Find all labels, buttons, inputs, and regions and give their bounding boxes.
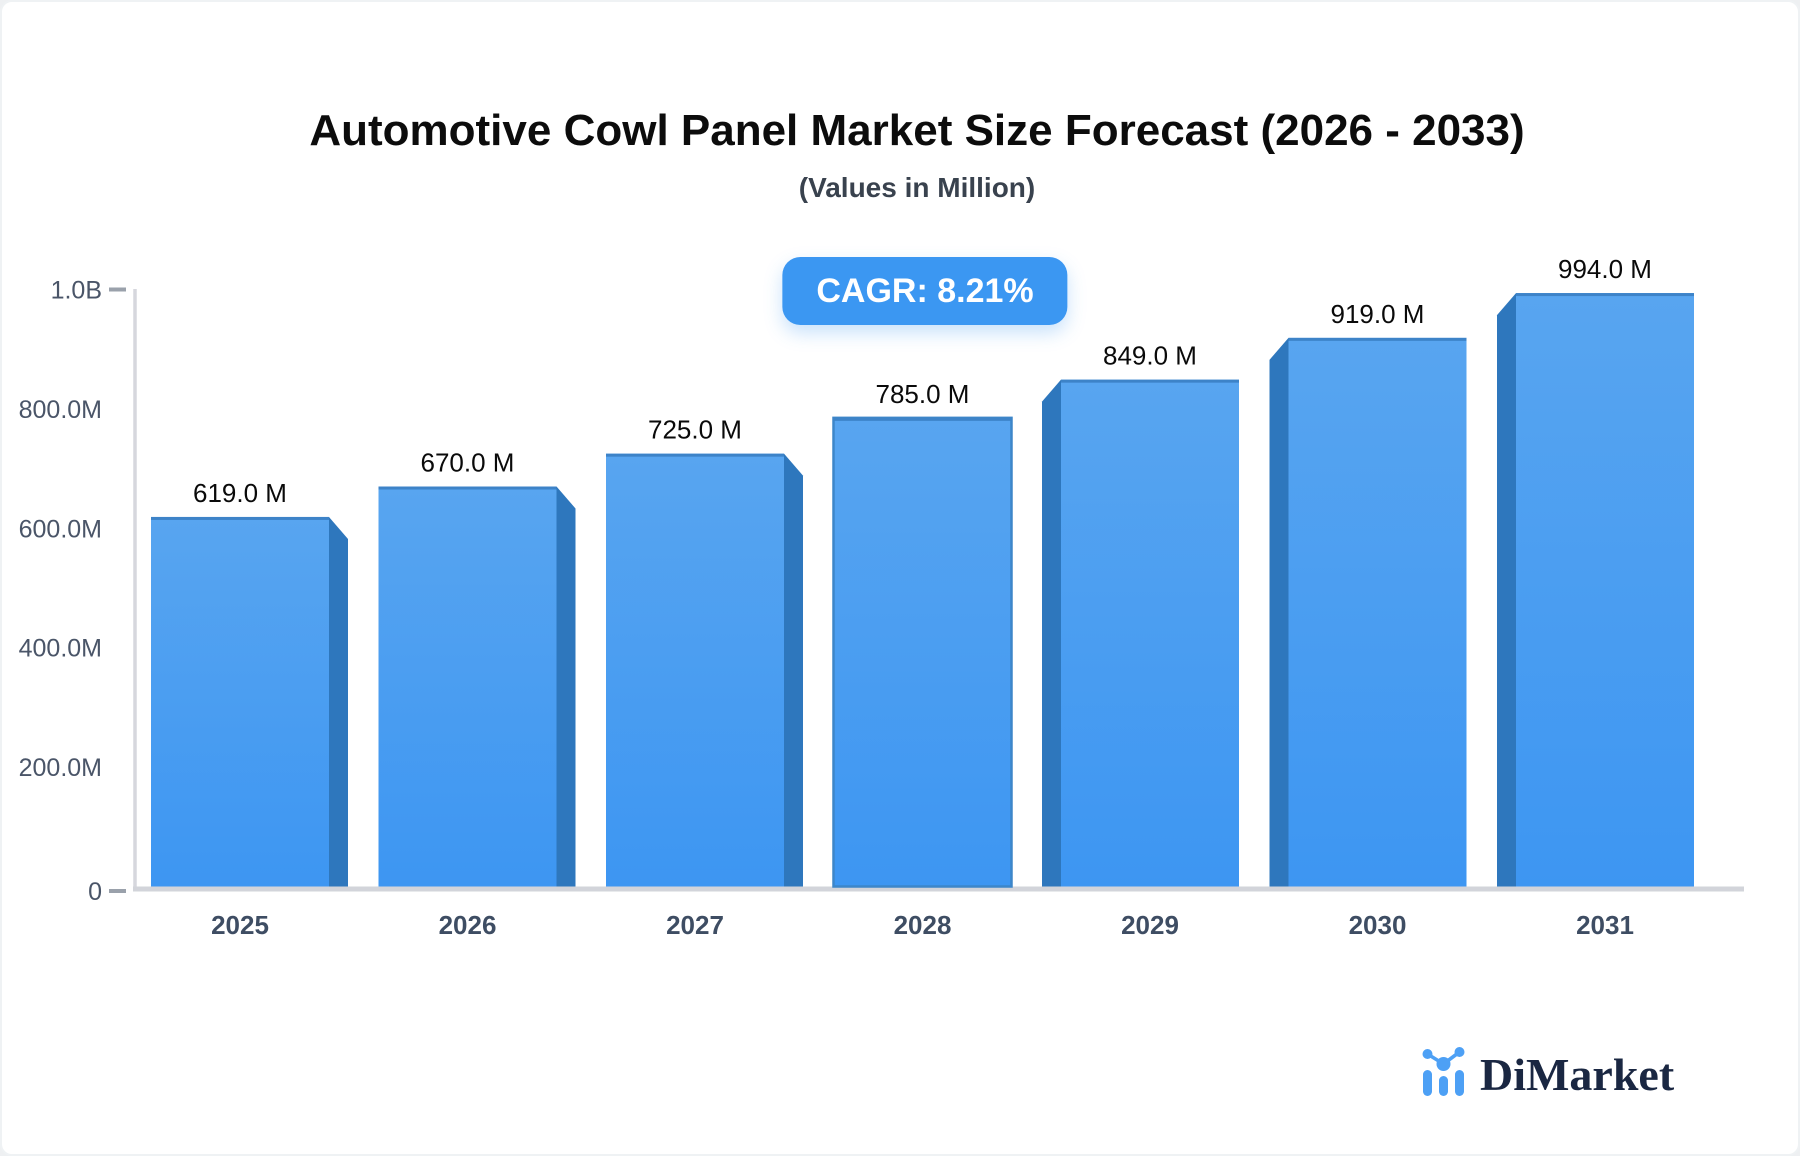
y-tick-label: 0	[88, 878, 102, 906]
cagr-badge: CAGR: 8.21%	[782, 257, 1068, 325]
page-subtitle: (Values in Million)	[798, 172, 1036, 203]
bar-value-label: 619.0 M	[193, 478, 287, 508]
x-tick-label: 2031	[1576, 910, 1634, 940]
bar-group-2029: 849.0 M 2029	[1042, 341, 1239, 940]
bar-group-2028: 785.0 M 2028	[832, 379, 1013, 940]
bar-face	[1516, 293, 1694, 887]
bar-value-label: 670.0 M	[421, 448, 515, 478]
y-tick-label: 600.0M	[19, 515, 102, 543]
bar-top-edge	[378, 486, 557, 490]
bar-group-2027: 725.0 M 2027	[606, 415, 803, 940]
dimarket-logo: DiMarket	[1422, 1038, 1675, 1100]
bar-side-face	[1497, 293, 1516, 887]
bar-group-2031: 994.0 M 2031	[1497, 254, 1694, 940]
bar-value-label: 849.0 M	[1103, 341, 1197, 371]
dimarket-logo-icon	[1422, 1047, 1465, 1096]
x-tick-label: 2026	[439, 910, 497, 940]
bar-face	[378, 486, 557, 887]
bar-group-2026: 670.0 M 2026	[378, 448, 576, 940]
bar-face	[832, 416, 1013, 888]
bar-side-face	[784, 453, 803, 887]
bar-top-edge	[606, 453, 784, 457]
bar-value-label: 994.0 M	[1558, 254, 1652, 284]
bar-group-2025: 619.0 M 2025	[151, 478, 348, 940]
bar-top-edge	[1288, 337, 1467, 341]
bar-top-edge	[1061, 379, 1239, 383]
bar-side-face	[329, 516, 348, 887]
bar-side-face	[1269, 337, 1289, 887]
bar-value-label: 785.0 M	[876, 379, 970, 409]
bar-face	[1061, 379, 1239, 887]
page-title: Automotive Cowl Panel Market Size Foreca…	[309, 106, 1525, 155]
bar-value-label: 919.0 M	[1331, 299, 1425, 329]
y-tick-label: 1.0B	[51, 277, 102, 305]
bar-value-label: 725.0 M	[648, 415, 742, 445]
y-tick-label: 200.0M	[19, 754, 102, 782]
bar-top-edge	[833, 417, 1012, 421]
x-axis-baseline	[133, 886, 1744, 892]
y-tick-label: 400.0M	[19, 635, 102, 663]
x-tick-label: 2029	[1121, 910, 1179, 940]
bar-top-edge	[1516, 293, 1694, 297]
x-tick-label: 2028	[894, 910, 952, 940]
x-tick-label: 2025	[211, 910, 269, 940]
bar-top-edge	[151, 516, 329, 520]
bar-group-2030: 919.0 M 2030	[1269, 299, 1467, 940]
bar-side-face	[1042, 379, 1061, 887]
x-tick-label: 2030	[1349, 910, 1407, 940]
bar-face	[606, 453, 784, 887]
bar-face	[151, 516, 329, 887]
bar-face	[1288, 337, 1467, 887]
bar-side-face	[556, 486, 576, 887]
dimarket-logo-text: DiMarket	[1480, 1048, 1675, 1100]
y-tick-label: 800.0M	[19, 396, 102, 424]
x-tick-label: 2027	[666, 910, 724, 940]
